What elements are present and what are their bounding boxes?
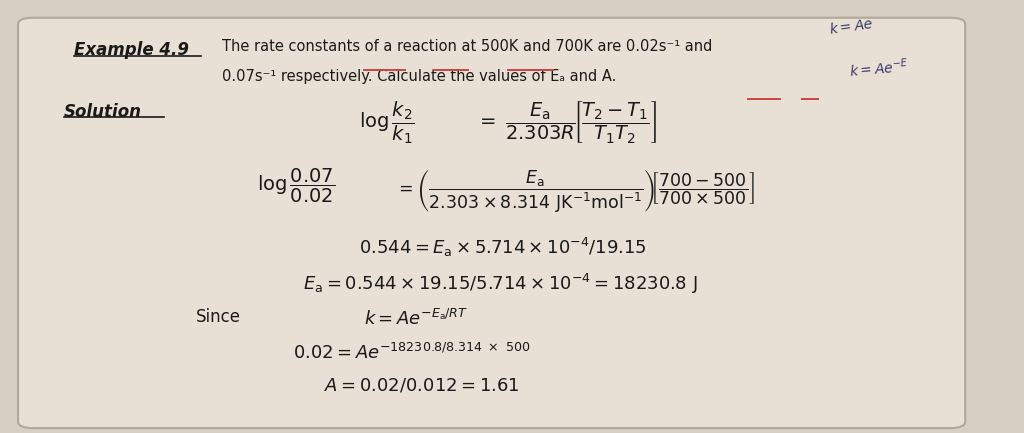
Text: Since: Since — [197, 308, 242, 326]
Text: $\log\dfrac{0.07}{0.02}$: $\log\dfrac{0.07}{0.02}$ — [257, 167, 336, 205]
Text: $E_{\mathrm{a}} = 0.544\times 19.15/5.714\times 10^{-4} = 18230.8\ \mathrm{J}$: $E_{\mathrm{a}} = 0.544\times 19.15/5.71… — [303, 272, 698, 296]
Text: $0.544 = E_{\mathrm{a}}\times 5.714\times 10^{-4}/19.15$: $0.544 = E_{\mathrm{a}}\times 5.714\time… — [359, 236, 647, 259]
Text: $0.02 = Ae^{-18230.8/8.314\ \times\ 500}$: $0.02 = Ae^{-18230.8/8.314\ \times\ 500}… — [293, 343, 530, 363]
Text: The rate constants of a reaction at 500K and 700K are 0.02s⁻¹ and: The rate constants of a reaction at 500K… — [222, 39, 712, 54]
Text: 0.07s⁻¹ respectively. Calculate the values of Eₐ and A.: 0.07s⁻¹ respectively. Calculate the valu… — [222, 69, 616, 84]
Text: $=\left(\dfrac{E_{\mathrm{a}}}{2.303\times 8.314\ \mathrm{JK^{-1}mol^{-1}}}\righ: $=\left(\dfrac{E_{\mathrm{a}}}{2.303\tim… — [395, 167, 755, 214]
Text: $k = Ae^{-E_{\mathrm{a}}/RT}$: $k = Ae^{-E_{\mathrm{a}}/RT}$ — [365, 308, 469, 329]
FancyBboxPatch shape — [18, 18, 966, 428]
Text: $\log\dfrac{k_2}{k_1}$: $\log\dfrac{k_2}{k_1}$ — [359, 99, 415, 145]
Text: Solution: Solution — [63, 103, 142, 121]
Text: $A = 0.02/0.012 = 1.61$: $A = 0.02/0.012 = 1.61$ — [324, 377, 519, 395]
Text: $=\;\dfrac{E_{\mathrm{a}}}{2.303R}\!\left[\dfrac{T_2 - T_1}{T_1 T_2}\right]$: $=\;\dfrac{E_{\mathrm{a}}}{2.303R}\!\lef… — [476, 99, 657, 145]
Text: $k = Ae$: $k = Ae$ — [827, 16, 873, 37]
Text: $k = Ae^{-E}$: $k = Ae^{-E}$ — [848, 56, 909, 80]
Text: Example 4.9: Example 4.9 — [74, 41, 189, 59]
